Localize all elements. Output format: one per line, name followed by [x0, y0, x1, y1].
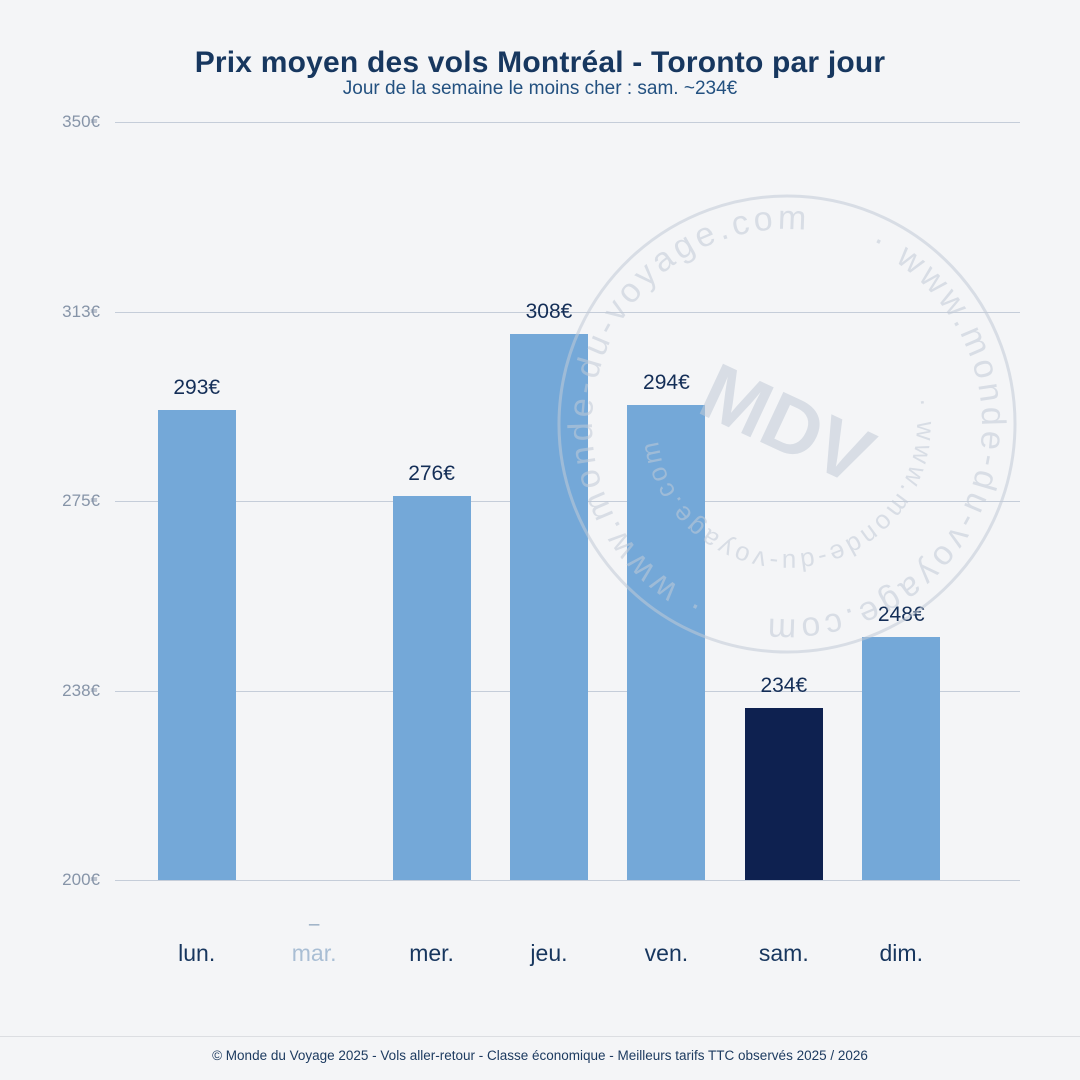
y-axis-tick-label: 275€ [62, 491, 100, 510]
x-axis-label: lun. [178, 940, 216, 966]
bar-slot [255, 122, 372, 880]
chart-title: Prix moyen des vols Montréal - Toronto p… [194, 46, 886, 80]
bar-slot: 234€ [725, 122, 842, 880]
x-axis-cell: ven. [608, 884, 725, 994]
bar-slot: 294€ [608, 122, 725, 880]
bar-jeu [509, 334, 588, 880]
x-axis-label: sam. [758, 940, 809, 966]
bar-value-label: 308€ [525, 300, 573, 324]
x-axis-label: mar. [291, 940, 337, 966]
x-axis-label: ven. [644, 940, 689, 966]
bar-ven [627, 405, 706, 880]
plot-area: 293€ 276€ 308€ 294€ 234€ 248€ [115, 122, 1020, 881]
bar-lun [157, 410, 236, 880]
bar-value-label: 248€ [877, 603, 925, 627]
bar-slot: 293€ [138, 122, 255, 880]
y-axis-tick-label: 200€ [62, 870, 100, 889]
bar-series: 293€ 276€ 308€ 294€ 234€ 248€ [138, 122, 960, 880]
chart-subtitle: Jour de la semaine le moins cher : sam. … [342, 78, 738, 99]
footer-text: © Monde du Voyage 2025 - Vols aller-reto… [212, 1048, 868, 1063]
x-axis: lun. – mar. mer. jeu. ven. sam. dim. [138, 884, 960, 994]
bar-value-label: 293€ [173, 376, 221, 400]
y-axis-tick-label: 313€ [62, 301, 100, 321]
x-axis-cell: lun. [138, 884, 255, 994]
gridline [115, 122, 1020, 123]
bar-mer [392, 495, 471, 880]
bar-value-label: 294€ [643, 371, 690, 394]
x-axis-cell: sam. [725, 884, 842, 994]
x-axis-cell: jeu. [490, 884, 607, 994]
y-axis: 200€ 238€ 275€ 313€ 350€ [0, 112, 100, 889]
x-axis-label: dim. [879, 940, 923, 966]
bar-value-label: 234€ [760, 674, 808, 698]
x-axis-cell: dim. [843, 884, 960, 994]
x-axis-cell: – mar. [255, 884, 372, 994]
y-axis-tick-label: 350€ [62, 112, 100, 131]
bar-slot: 248€ [843, 122, 960, 880]
y-axis-tick-label: 238€ [62, 680, 100, 700]
bar-slot: 308€ [490, 122, 607, 880]
gridline [115, 880, 1020, 881]
bar-dim [862, 637, 941, 880]
bar-sam [744, 708, 823, 880]
x-axis-label: mer. [409, 940, 454, 966]
x-axis-label: jeu. [530, 940, 568, 966]
footer-divider [0, 1036, 1080, 1037]
bar-slot: 276€ [373, 122, 490, 880]
bar-value-label: 276€ [408, 461, 455, 485]
no-data-dash: – [308, 914, 320, 935]
x-axis-cell: mer. [373, 884, 490, 994]
